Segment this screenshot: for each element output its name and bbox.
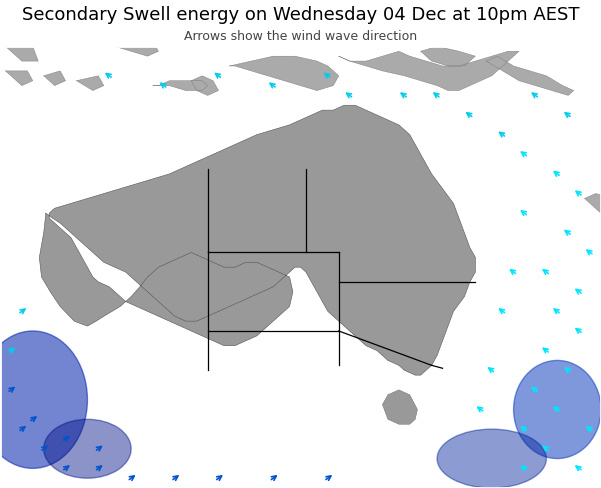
Polygon shape <box>486 56 574 96</box>
Text: Arrows show the wind wave direction: Arrows show the wind wave direction <box>184 30 417 42</box>
Ellipse shape <box>0 331 87 468</box>
Polygon shape <box>5 46 38 61</box>
Ellipse shape <box>44 419 131 478</box>
Polygon shape <box>191 76 219 96</box>
Ellipse shape <box>514 361 601 459</box>
Polygon shape <box>382 390 418 424</box>
Polygon shape <box>339 51 519 91</box>
Polygon shape <box>153 81 207 91</box>
Polygon shape <box>76 76 104 91</box>
Polygon shape <box>421 46 475 66</box>
Polygon shape <box>5 71 33 85</box>
Polygon shape <box>39 105 475 375</box>
Polygon shape <box>109 37 159 56</box>
Polygon shape <box>230 56 339 91</box>
Polygon shape <box>44 71 66 85</box>
Text: Secondary Swell energy on Wednesday 04 Dec at 10pm AEST: Secondary Swell energy on Wednesday 04 D… <box>22 6 579 24</box>
Ellipse shape <box>437 429 546 488</box>
Polygon shape <box>585 194 601 218</box>
